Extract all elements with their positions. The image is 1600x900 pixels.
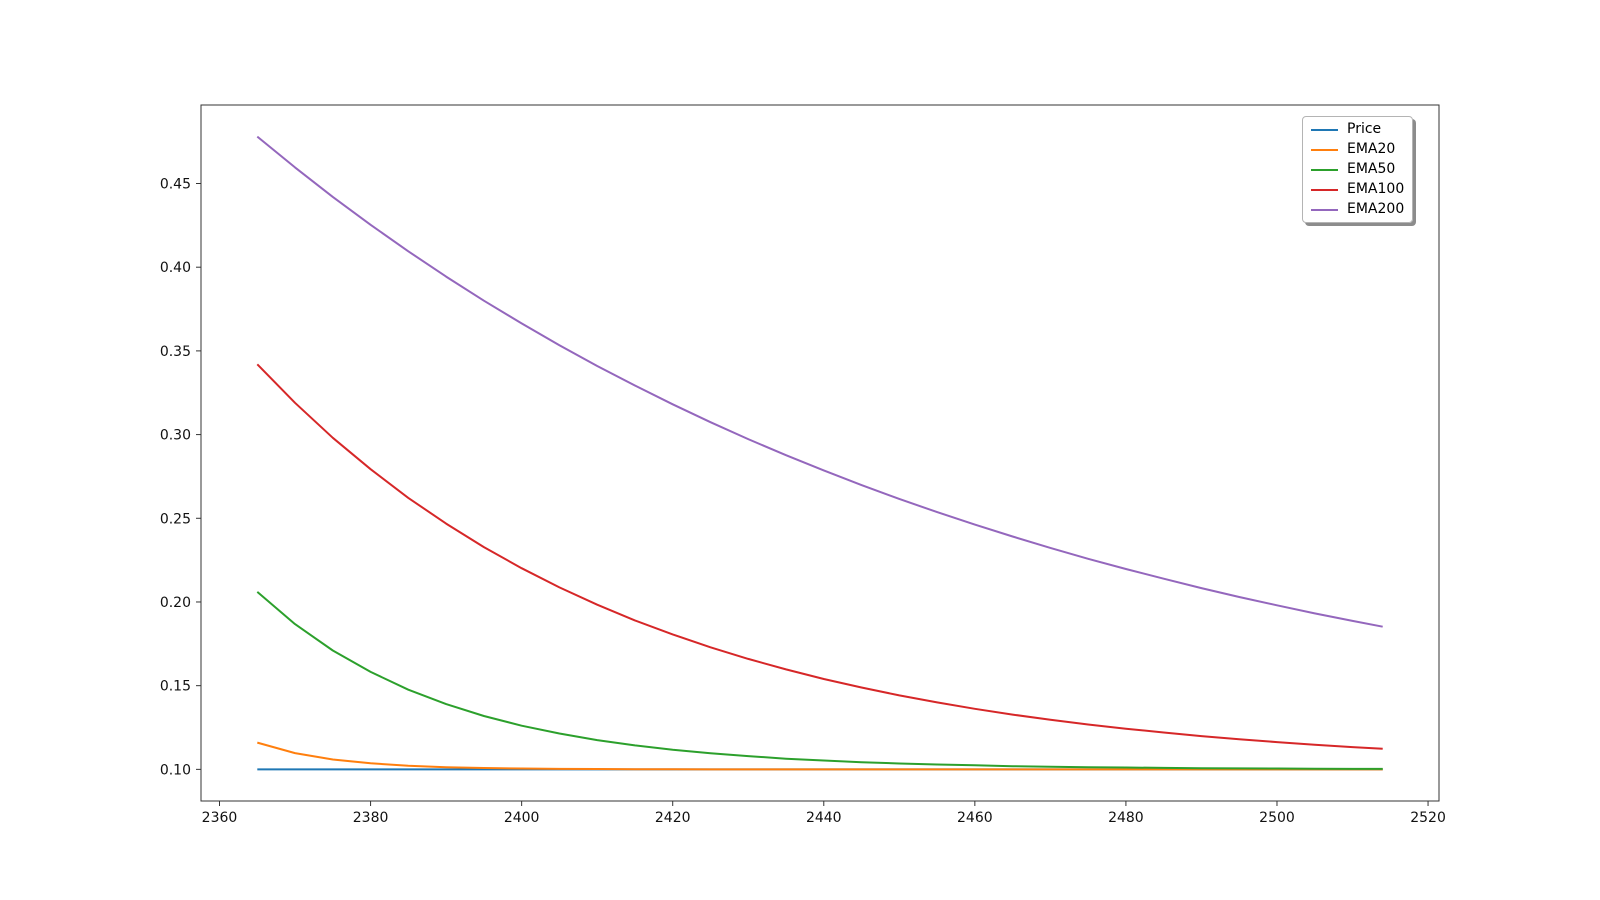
- series-line-ema20: [257, 741, 1383, 771]
- series-line-ema100: [256, 363, 1383, 750]
- y-tick-label: 0.15: [160, 679, 191, 695]
- legend-label: Price: [1347, 121, 1382, 137]
- legend-line-swatch: [1311, 188, 1338, 191]
- legend-line-swatch: [1311, 128, 1338, 131]
- axes-frame: [200, 104, 1440, 802]
- x-tick-label: 2380: [353, 810, 389, 826]
- y-tick-label: 0.35: [160, 344, 191, 360]
- y-tick-label: 0.20: [160, 595, 191, 611]
- legend-entry-ema20: EMA20: [1311, 141, 1404, 157]
- x-tick-label: 2360: [202, 810, 238, 826]
- x-tick-label: 2400: [504, 810, 540, 826]
- x-tick-label: 2460: [957, 810, 993, 826]
- x-tick-label: 2440: [806, 810, 842, 826]
- y-tick-label: 0.10: [160, 762, 191, 778]
- legend-entry-ema200: EMA200: [1311, 201, 1405, 217]
- legend-label: EMA20: [1347, 141, 1396, 157]
- x-tick-label: 2480: [1108, 810, 1144, 826]
- x-tick-label: 2420: [655, 810, 691, 826]
- legend-label: EMA200: [1347, 201, 1405, 217]
- y-tick-label: 0.25: [160, 511, 191, 527]
- legend-entry-ema50: EMA50: [1311, 161, 1404, 177]
- legend: Price EMA20 EMA50 EMA100 EMA200: [1302, 116, 1414, 223]
- y-tick-label: 0.30: [160, 428, 191, 444]
- legend-label: EMA50: [1347, 161, 1396, 177]
- legend-label: EMA100: [1347, 181, 1405, 197]
- x-tick-label: 2500: [1259, 810, 1295, 826]
- series-line-ema200: [256, 135, 1383, 628]
- series-line-ema50: [256, 591, 1383, 770]
- legend-line-swatch: [1311, 168, 1338, 171]
- y-tick-label: 0.40: [160, 260, 191, 276]
- y-tick-label: 0.45: [160, 177, 191, 193]
- legend-entry-price: Price: [1311, 121, 1404, 137]
- x-tick-label: 2520: [1410, 810, 1446, 826]
- legend-line-swatch: [1311, 208, 1338, 211]
- legend-entry-ema100: EMA100: [1311, 181, 1405, 197]
- legend-line-swatch: [1311, 148, 1338, 151]
